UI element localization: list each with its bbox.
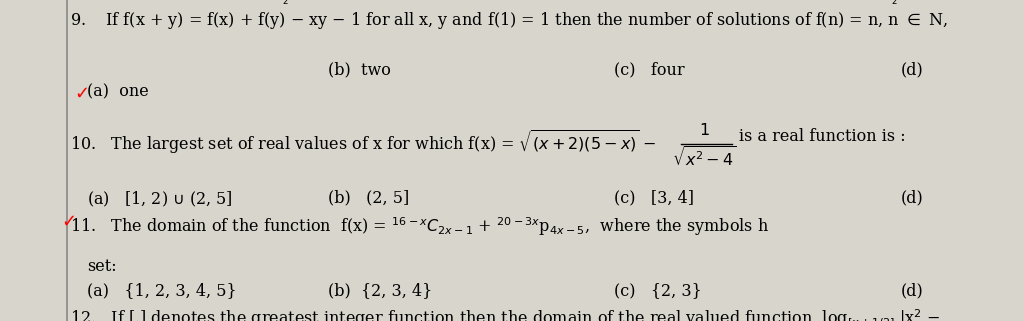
- Text: (a)  one: (a) one: [87, 83, 148, 100]
- Text: 10.   The largest set of real values of x for which f(x) = $\sqrt{(x+2)(5-x)}$ $: 10. The largest set of real values of x …: [70, 128, 656, 156]
- Text: (b)   (2, 5]: (b) (2, 5]: [328, 189, 409, 206]
- Text: $\checkmark$: $\checkmark$: [74, 83, 88, 101]
- Text: $^2$: $^2$: [282, 0, 289, 10]
- Text: (d): (d): [901, 61, 924, 78]
- Text: (b)  {2, 3, 4}: (b) {2, 3, 4}: [328, 282, 432, 299]
- Text: $\checkmark$: $\checkmark$: [61, 212, 76, 230]
- Text: 11.   The domain of the function  f(x) = $^{16-x}C_{2x-1}$ + $^{20-3x}$p$_{4x-5}: 11. The domain of the function f(x) = $^…: [70, 215, 769, 238]
- Text: $\sqrt{x^2-4}$: $\sqrt{x^2-4}$: [672, 146, 737, 170]
- Text: (a)   [1, 2) $\cup$ (2, 5]: (a) [1, 2) $\cup$ (2, 5]: [87, 189, 232, 209]
- Text: (b)  two: (b) two: [328, 61, 390, 78]
- Text: (c)   [3, 4]: (c) [3, 4]: [614, 189, 694, 206]
- Text: (d): (d): [901, 282, 924, 299]
- Text: is a real function is :: is a real function is :: [739, 128, 906, 145]
- Text: (c)   four: (c) four: [614, 61, 685, 78]
- Text: (c)   {2, 3}: (c) {2, 3}: [614, 282, 702, 299]
- Text: 12.   If [.] denotes the greatest integer function then the domain of the real v: 12. If [.] denotes the greatest integer …: [70, 308, 940, 321]
- Text: 9.    If f(x + y) = f(x) + f(y) $-$ xy $-$ 1 for all x, y and f(1) = 1 then the : 9. If f(x + y) = f(x) + f(y) $-$ xy $-$ …: [70, 10, 947, 30]
- Text: $^2$: $^2$: [891, 0, 898, 10]
- Text: (d): (d): [901, 189, 924, 206]
- Text: set:: set:: [87, 258, 117, 275]
- Text: (a)   {1, 2, 3, 4, 5}: (a) {1, 2, 3, 4, 5}: [87, 282, 237, 299]
- Text: $1$: $1$: [699, 122, 710, 139]
